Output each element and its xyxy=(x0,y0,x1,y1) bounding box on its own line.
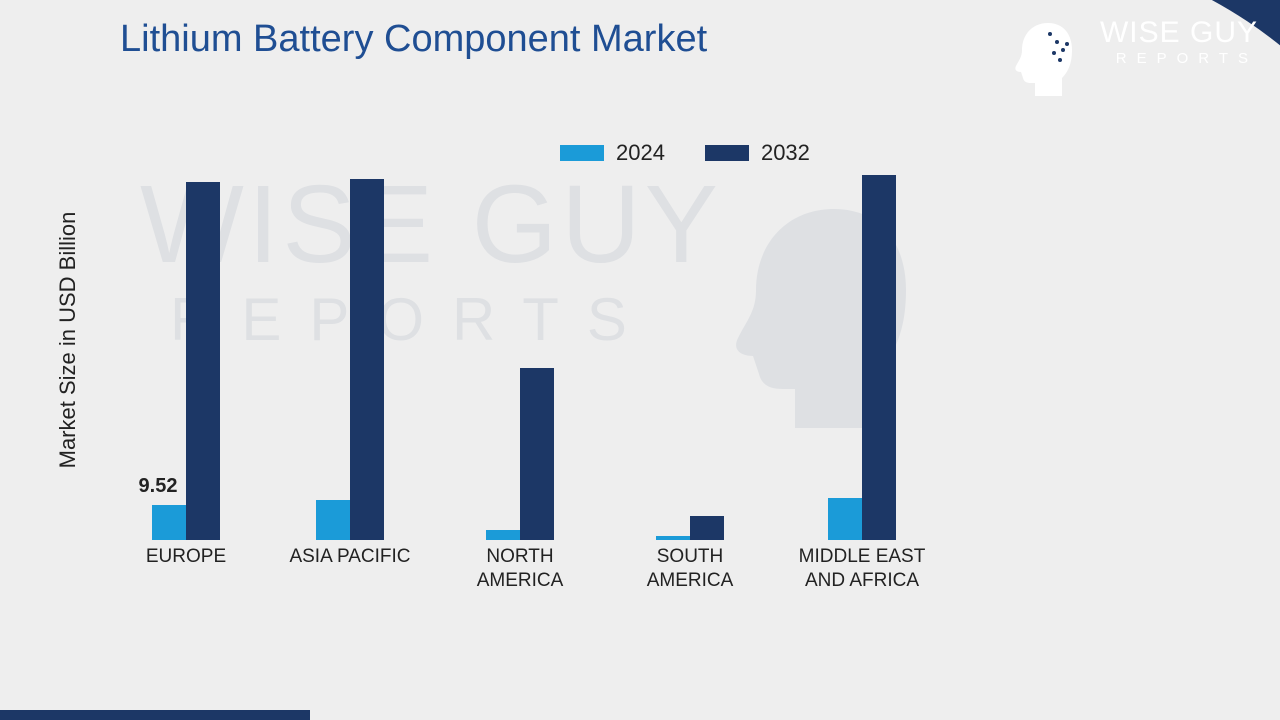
category-label: MIDDLE EAST AND AFRICA xyxy=(787,545,937,593)
legend: 2024 2032 xyxy=(560,140,810,166)
bar-group xyxy=(797,175,927,540)
bar-group xyxy=(285,179,415,540)
bar-group xyxy=(455,368,585,540)
category-labels: EUROPEASIA PACIFICNORTH AMERICASOUTH AME… xyxy=(120,545,940,685)
legend-swatch xyxy=(705,145,749,161)
legend-label: 2032 xyxy=(761,140,810,166)
chart-title: Lithium Battery Component Market xyxy=(120,18,707,61)
bar xyxy=(486,530,520,540)
category-label: ASIA PACIFIC xyxy=(275,545,425,569)
plot-area: 9.52 xyxy=(120,175,940,540)
brand-head-icon xyxy=(1010,20,1080,100)
bar xyxy=(350,179,384,540)
bar xyxy=(316,500,350,540)
bottom-accent xyxy=(0,710,310,720)
legend-label: 2024 xyxy=(616,140,665,166)
legend-item: 2032 xyxy=(705,140,810,166)
bar xyxy=(862,175,896,540)
category-label: NORTH AMERICA xyxy=(445,545,595,593)
legend-swatch xyxy=(560,145,604,161)
bar xyxy=(152,505,186,540)
bar-group xyxy=(625,516,755,540)
bar xyxy=(690,516,724,540)
bar xyxy=(186,182,220,540)
value-label: 9.52 xyxy=(139,475,178,498)
bar xyxy=(828,498,862,540)
brand-line2: REPORTS xyxy=(1100,50,1258,68)
bar xyxy=(520,368,554,540)
bar xyxy=(656,536,690,540)
legend-item: 2024 xyxy=(560,140,665,166)
brand-line1: WISE GUY xyxy=(1100,18,1258,48)
brand-logo: WISE GUY REPORTS xyxy=(1100,18,1258,68)
category-label: EUROPE xyxy=(111,545,261,569)
category-label: SOUTH AMERICA xyxy=(615,545,765,593)
y-axis-label: Market Size in USD Billion xyxy=(55,212,81,469)
